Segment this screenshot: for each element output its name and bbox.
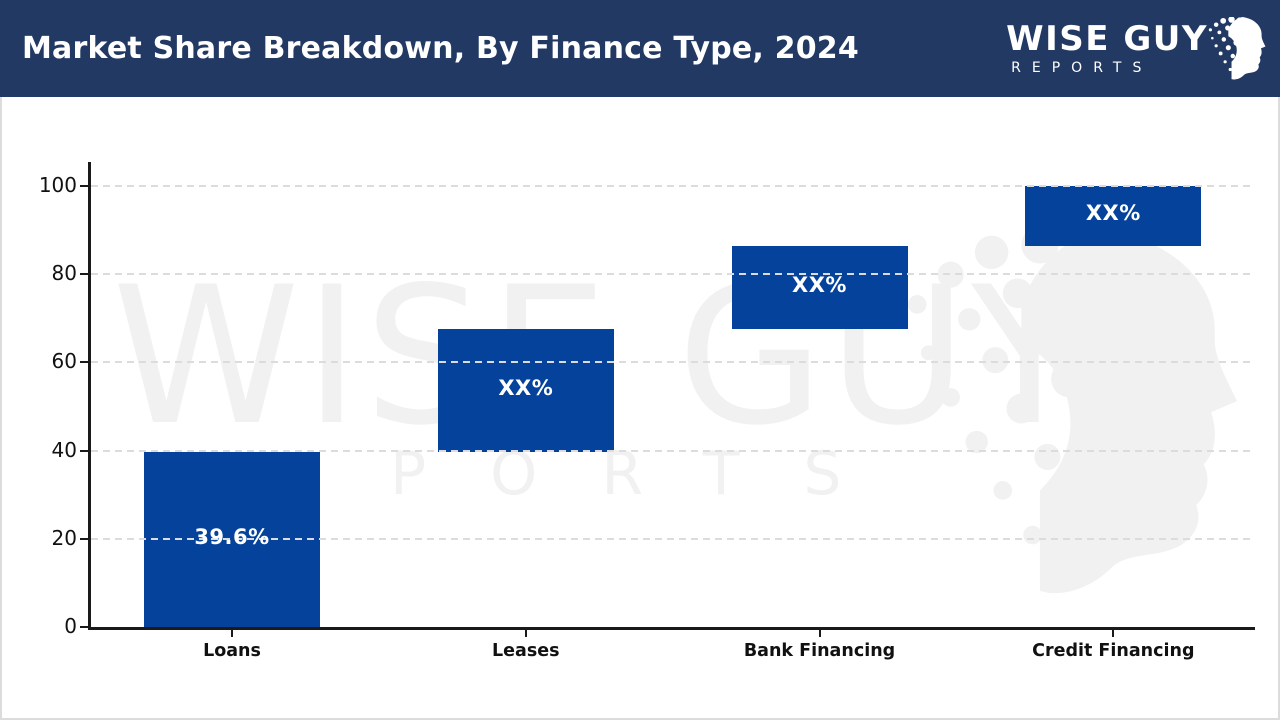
category-label-bank-financing: Bank Financing: [743, 641, 896, 661]
bar-label-3: XX%: [792, 272, 847, 297]
category-label-loans: Loans: [203, 641, 261, 661]
x-axis-line: [88, 627, 1255, 630]
y-tick-mark-80: [80, 273, 88, 276]
y-tick-mark-60: [80, 361, 88, 364]
gridline-20: [91, 537, 1255, 540]
y-tick-label-40: 40: [51, 437, 77, 462]
y-tick-label-80: 80: [51, 261, 77, 286]
logo-wise-guy-text: WISE GUY: [1006, 19, 1208, 60]
gridline-80: [91, 273, 1255, 276]
logo-head-icon: [1204, 9, 1268, 89]
x-tick-mark-4: [1112, 630, 1115, 637]
chart-title: Market Share Breakdown, By Finance Type,…: [22, 31, 859, 66]
gridline-100: [91, 185, 1255, 187]
bar-label-2: XX%: [498, 375, 554, 400]
bar-label-1: 39.6%: [194, 524, 270, 549]
category-label-leases: Leases: [492, 641, 560, 661]
x-tick-mark-1: [231, 630, 233, 637]
wise-guy-reports-logo: WISE GUY REPORTS: [1006, 6, 1268, 92]
y-tick-label-0: 0: [64, 614, 77, 638]
y-axis-line: [88, 162, 91, 630]
bar-leases: [437, 328, 614, 453]
bar-bank-financing: [731, 246, 908, 329]
y-tick-label-60: 60: [51, 349, 77, 374]
y-tick-mark-100: [80, 185, 88, 187]
x-tick-mark-2: [524, 630, 527, 637]
y-tick-label-20: 20: [51, 525, 77, 550]
gridline-60: [91, 361, 1255, 364]
header-bar: Market Share Breakdown, By Finance Type,…: [0, 0, 1280, 97]
category-label-credit-financing: Credit Financing: [1032, 641, 1195, 661]
y-tick-label-100: 100: [38, 173, 77, 197]
y-tick-mark-0: [80, 626, 88, 628]
y-tick-mark-20: [80, 537, 88, 540]
logo-text: WISE GUY REPORTS: [1006, 19, 1208, 76]
x-tick-mark-3: [818, 630, 821, 637]
logo-reports-text: REPORTS: [1011, 59, 1153, 76]
gridline-40: [91, 449, 1255, 452]
plot-area: 0 20 40 60 80 100 39.6% XX% XX% XX% Loans Leases Ban…: [39, 162, 1255, 661]
bar-label-4: XX%: [1085, 201, 1141, 226]
y-tick-mark-40: [80, 449, 88, 452]
